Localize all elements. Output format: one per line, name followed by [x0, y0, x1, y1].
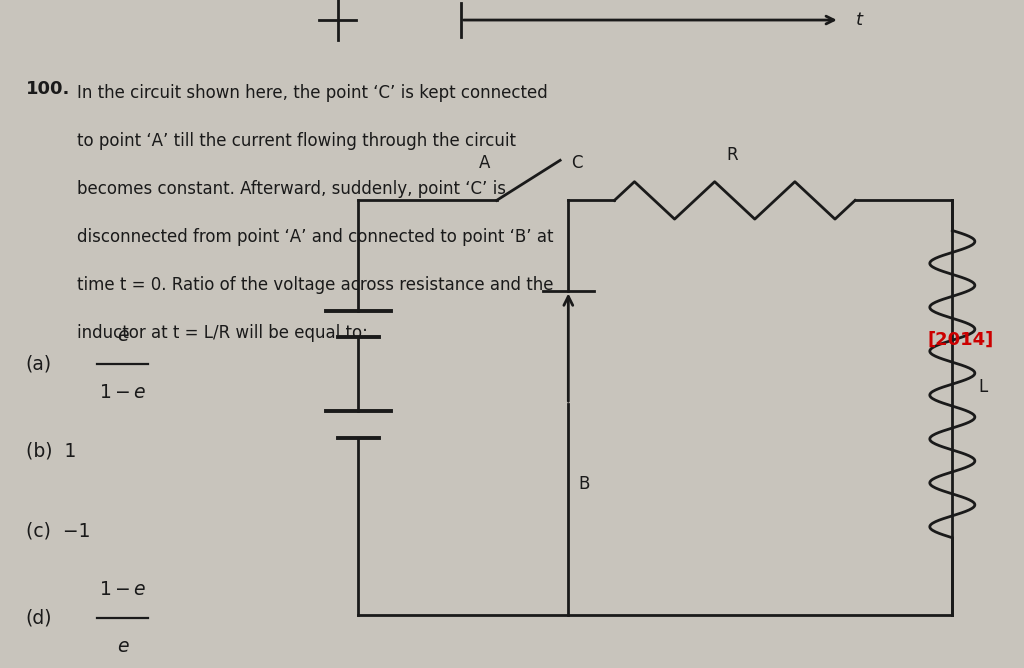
Text: B: B — [579, 476, 590, 493]
Text: [2014]: [2014] — [927, 331, 993, 349]
Text: $1-e$: $1-e$ — [99, 383, 146, 401]
Text: (c)  −1: (c) −1 — [26, 522, 90, 540]
Text: inductor at t = L/R will be equal to:: inductor at t = L/R will be equal to: — [77, 324, 368, 342]
Text: (d): (d) — [26, 609, 52, 627]
Text: 100.: 100. — [26, 80, 70, 98]
Text: (b)  1: (b) 1 — [26, 442, 76, 460]
Text: A: A — [478, 154, 490, 172]
Text: becomes constant. Afterward, suddenly, point ‘C’ is: becomes constant. Afterward, suddenly, p… — [77, 180, 506, 198]
Text: (a): (a) — [26, 355, 52, 373]
Text: $e$: $e$ — [117, 637, 129, 655]
Text: In the circuit shown here, the point ‘C’ is kept connected: In the circuit shown here, the point ‘C’… — [77, 84, 548, 102]
Text: R: R — [726, 146, 738, 164]
Text: L: L — [978, 379, 987, 396]
Text: to point ‘A’ till the current flowing through the circuit: to point ‘A’ till the current flowing th… — [77, 132, 516, 150]
Text: time t = 0. Ratio of the voltage across resistance and the: time t = 0. Ratio of the voltage across … — [77, 276, 553, 294]
Text: disconnected from point ‘A’ and connected to point ‘B’ at: disconnected from point ‘A’ and connecte… — [77, 228, 553, 246]
Text: $e$: $e$ — [117, 327, 129, 345]
Text: C: C — [570, 154, 583, 172]
Text: $t$: $t$ — [855, 11, 864, 29]
Text: $1-e$: $1-e$ — [99, 580, 146, 599]
